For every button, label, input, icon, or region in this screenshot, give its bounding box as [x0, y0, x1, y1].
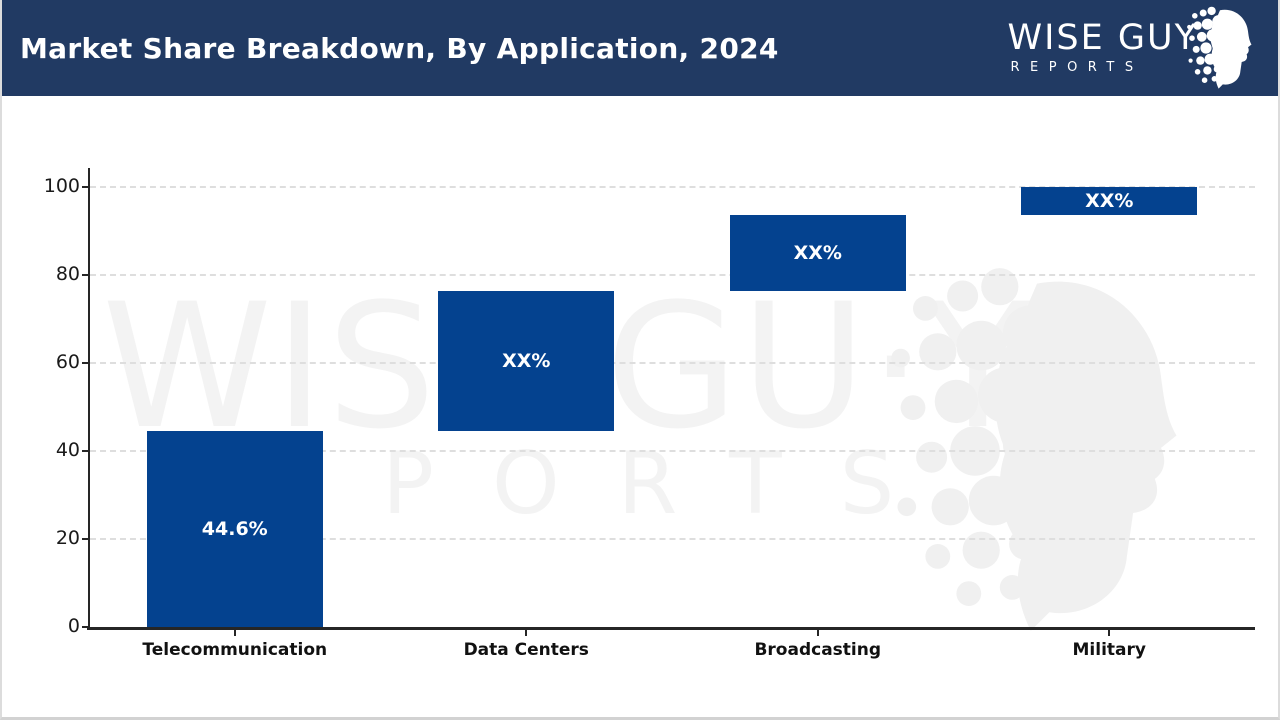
x-tick [1108, 629, 1111, 636]
bar-telecommunication: 44.6% [146, 430, 323, 627]
header: Market Share Breakdown, By Application, … [2, 0, 1278, 96]
bar-value-label: XX% [502, 350, 551, 372]
bar-data-centers: XX% [438, 291, 615, 431]
y-tick-label: 100 [43, 175, 80, 197]
y-tick [82, 450, 89, 452]
x-axis-label: Broadcasting [754, 640, 882, 660]
logo-wordmark: WISE GUY [1007, 18, 1198, 58]
bar-broadcasting: XX% [729, 215, 906, 292]
x-tick [525, 629, 528, 636]
logo: WISE GUY REPORTS [1007, 6, 1256, 90]
gridline [90, 362, 1255, 364]
x-axis-spine [87, 627, 1255, 630]
x-axis-label: Data Centers [463, 640, 589, 660]
gridline [90, 274, 1255, 276]
logo-subtext: REPORTS [1010, 60, 1144, 75]
bar-value-label: XX% [793, 242, 842, 265]
logo-text: WISE GUY REPORTS [1007, 18, 1198, 76]
bar-military: XX% [1021, 187, 1198, 216]
gridline [90, 450, 1255, 452]
x-axis-label: Telecommunication [142, 640, 328, 660]
page-title: Market Share Breakdown, By Application, … [20, 31, 779, 65]
y-tick-label: 80 [55, 263, 80, 285]
bar-value-label: XX% [1085, 190, 1134, 213]
x-tick [233, 629, 236, 636]
y-tick-label: 0 [67, 615, 80, 637]
y-tick [82, 186, 89, 188]
logo-head-icon [1187, 6, 1252, 89]
gridline [90, 186, 1255, 188]
y-tick [82, 626, 89, 628]
x-axis-label: Military [1072, 640, 1146, 660]
y-axis-spine [88, 168, 90, 629]
y-tick [82, 362, 89, 364]
y-tick-label: 60 [55, 351, 80, 373]
y-tick-label: 20 [55, 527, 80, 549]
y-tick [82, 538, 89, 540]
y-tick [82, 274, 89, 276]
x-tick [816, 629, 819, 636]
y-tick-label: 40 [55, 439, 80, 461]
gridline [90, 538, 1255, 540]
bar-value-label: 44.6% [201, 517, 268, 540]
